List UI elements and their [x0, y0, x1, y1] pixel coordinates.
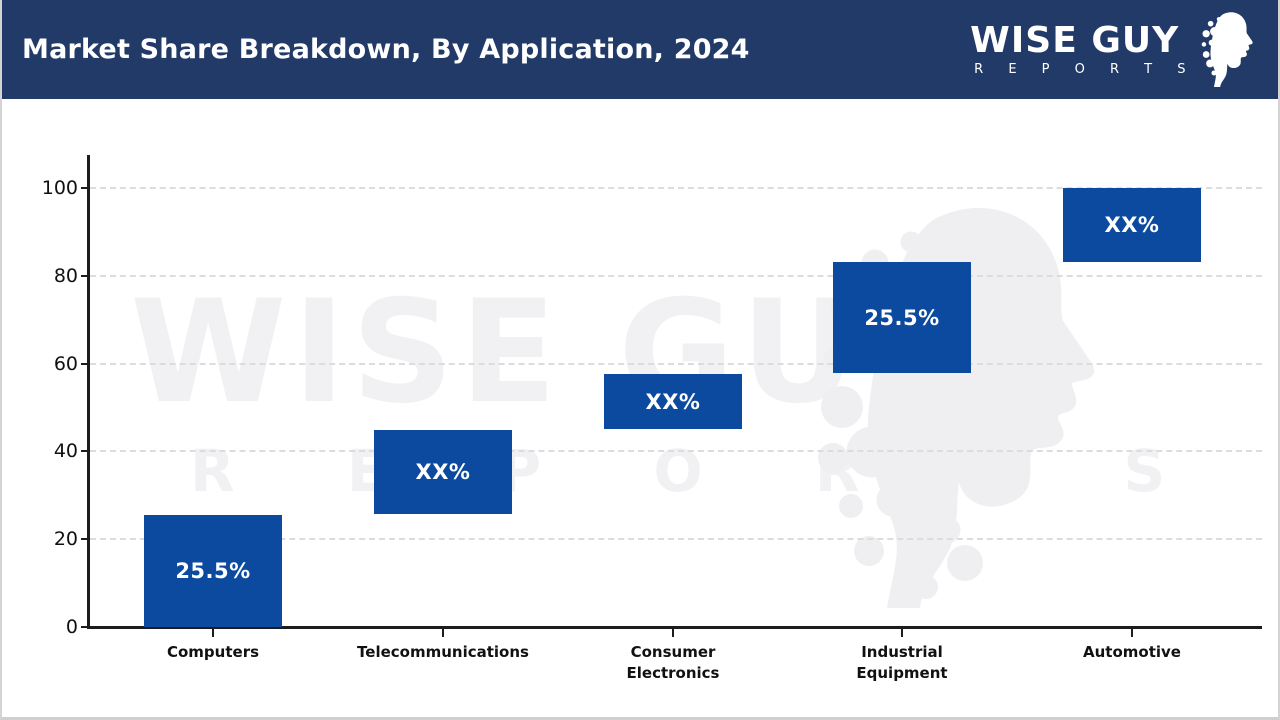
- y-tick-mark: [81, 450, 89, 453]
- bar-value-label: XX%: [415, 460, 471, 485]
- brand-logo: WISE GUY R E P O R T S: [970, 8, 1264, 92]
- y-tick-mark: [81, 626, 89, 628]
- x-category-label: Automotive: [1083, 643, 1181, 661]
- bar-value-label: XX%: [645, 389, 701, 414]
- bar-telecommunications: XX%: [374, 430, 512, 515]
- bar-value-label: XX%: [1104, 212, 1160, 237]
- y-gridline: [90, 538, 1262, 541]
- bar-value-label: 25.5%: [175, 559, 251, 584]
- y-gridline: [90, 450, 1262, 453]
- page-title: Market Share Breakdown, By Application, …: [22, 34, 750, 65]
- y-axis-line: [87, 155, 90, 629]
- y-tick-label: 60: [53, 352, 78, 375]
- logo-wordmark: WISE GUY: [970, 19, 1180, 61]
- y-tick-mark: [81, 187, 89, 189]
- y-tick-mark: [81, 274, 89, 277]
- x-tick-mark: [442, 629, 444, 637]
- y-tick-label: 40: [53, 440, 78, 463]
- x-category-label: Industrial Equipment: [856, 643, 948, 682]
- x-tick-mark: [901, 629, 903, 637]
- x-category-label: Consumer Electronics: [626, 643, 720, 682]
- y-tick-mark: [81, 538, 89, 541]
- bar-computers: 25.5%: [144, 515, 282, 627]
- y-tick-label: 100: [41, 177, 78, 199]
- logo-face-icon: [1201, 11, 1253, 87]
- bar-consumer-electronics: XX%: [604, 374, 742, 429]
- bar-automotive: XX%: [1063, 188, 1201, 262]
- x-category-label: Computers: [166, 643, 260, 661]
- logo-subtitle: R E P O R T S: [974, 61, 1196, 77]
- y-gridline: [90, 187, 1262, 189]
- y-gridline: [90, 362, 1262, 365]
- bar-industrial-equipment: 25.5%: [833, 261, 971, 374]
- y-tick-mark: [81, 362, 89, 365]
- x-tick-mark: [1131, 629, 1133, 637]
- x-tick-mark: [212, 629, 214, 637]
- y-tick-label: 80: [53, 264, 78, 287]
- y-tick-label: 20: [53, 528, 78, 551]
- x-axis-line: [87, 626, 1262, 629]
- x-tick-mark: [672, 629, 674, 637]
- y-gridline: [90, 274, 1262, 277]
- y-tick-label: 0: [65, 616, 78, 638]
- x-category-label: Telecommunications: [357, 643, 529, 661]
- bar-value-label: 25.5%: [864, 305, 940, 330]
- header-bar: Market Share Breakdown, By Application, …: [2, 0, 1278, 99]
